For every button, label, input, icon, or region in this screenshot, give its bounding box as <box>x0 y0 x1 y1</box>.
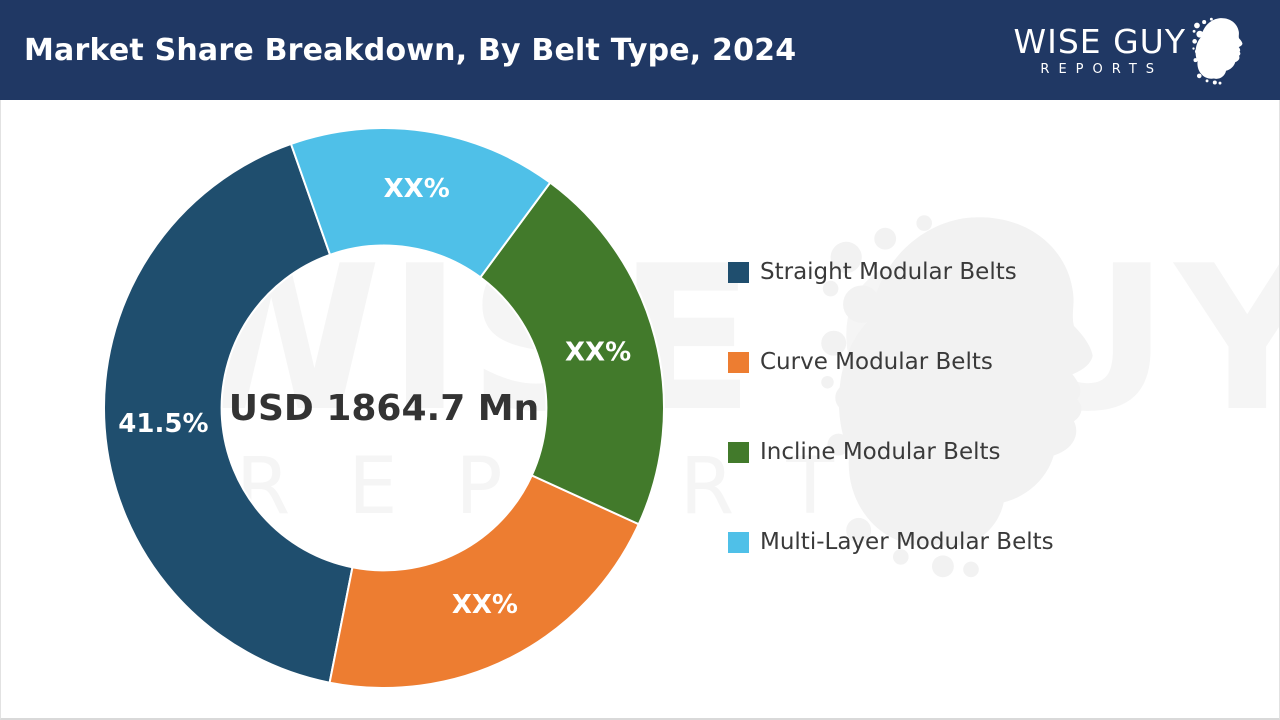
watermark-wordmark: WISE GUY <box>161 223 1280 456</box>
brand-name: WISE GUY <box>1013 21 1186 61</box>
brand-logo-text: WISE GUY REPORTS <box>1013 25 1186 76</box>
legend-label: Curve Modular Belts <box>760 349 993 375</box>
legend-label: Multi-Layer Modular Belts <box>760 529 1054 555</box>
legend-swatch-icon <box>728 441 749 463</box>
slice-label-0: 41.5% <box>118 409 208 439</box>
slice-label-1: XX% <box>452 590 518 620</box>
legend-swatch-icon <box>728 261 749 283</box>
donut-segment-0 <box>102 142 354 684</box>
donut-segment-2 <box>478 181 665 526</box>
donut-segment-1 <box>328 474 641 690</box>
legend-item-0: Straight Modular Belts <box>728 257 1054 287</box>
legend-label: Straight Modular Belts <box>760 259 1017 285</box>
brand-tagline: REPORTS <box>1040 61 1164 77</box>
brand-logo: WISE GUY REPORTS <box>1013 14 1252 86</box>
donut-segment-3 <box>289 127 552 279</box>
legend-label: Incline Modular Belts <box>760 439 1001 465</box>
legend-swatch-icon <box>728 351 749 373</box>
brand-face-icon <box>1192 17 1243 85</box>
chart-area: WISE GUY REPORTS 41.5%XX%XX%XX% USD 1864… <box>0 100 1280 720</box>
legend-swatch-icon <box>728 531 749 553</box>
legend-item-1: Curve Modular Belts <box>728 347 1054 377</box>
page-title: Market Share Breakdown, By Belt Type, 20… <box>24 32 797 68</box>
legend-item-3: Multi-Layer Modular Belts <box>728 527 1054 557</box>
header-bar: Market Share Breakdown, By Belt Type, 20… <box>0 0 1280 100</box>
legend-item-2: Incline Modular Belts <box>728 437 1054 467</box>
legend: Straight Modular Belts Curve Modular Belt… <box>728 257 1054 557</box>
donut-chart: 41.5% XX% XX% XX% <box>102 127 665 690</box>
slice-label-3: XX% <box>384 174 450 204</box>
slice-label-2: XX% <box>565 338 631 368</box>
